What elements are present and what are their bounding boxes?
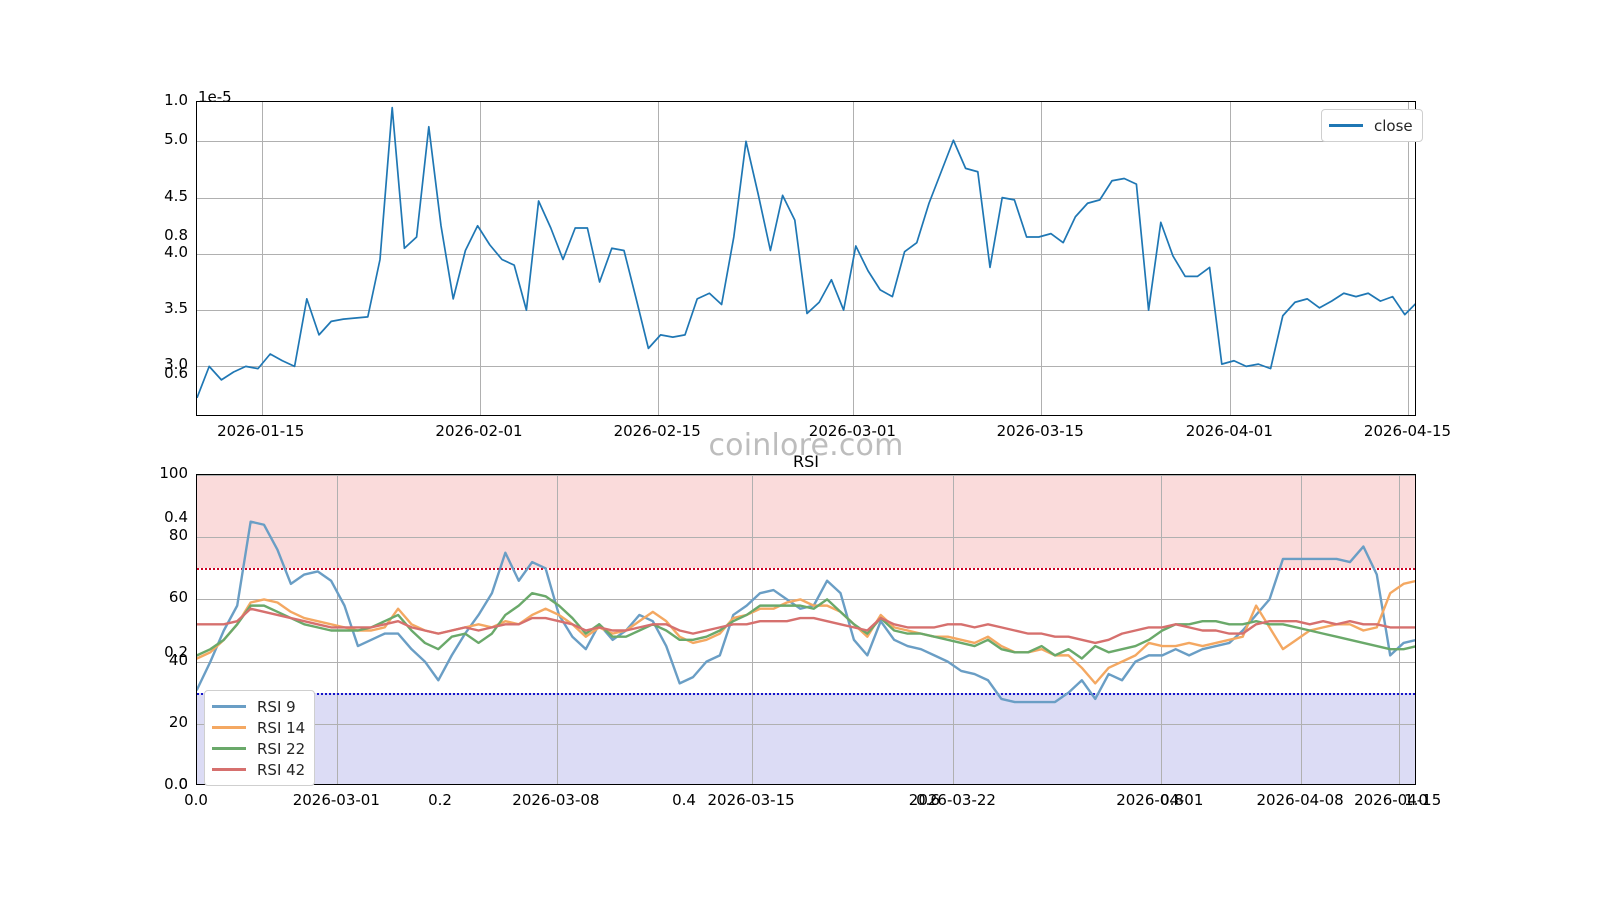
- legend-item: RSI 42: [212, 759, 305, 780]
- price-x-tick: 2026-03-15: [996, 422, 1084, 440]
- legend-color-swatch: [212, 768, 246, 771]
- gridline: [197, 253, 1415, 255]
- gridline: [261, 102, 263, 415]
- price-x-tick: 2026-04-01: [1185, 422, 1273, 440]
- gridline: [197, 366, 1415, 368]
- legend-item: RSI 14: [212, 717, 305, 738]
- rsi-x-tick-secondary: 1.0: [1404, 791, 1428, 809]
- price-y-tick: 4.0: [164, 242, 188, 261]
- gridline: [556, 475, 558, 784]
- legend-label: RSI 14: [257, 718, 306, 737]
- price-y-tick-secondary: 0.6: [164, 364, 188, 382]
- rsi-x-tick: 2026-03-01: [292, 791, 380, 809]
- gridline: [1041, 102, 1043, 415]
- watermark-coinlore: coinlore.com: [708, 428, 904, 463]
- legend-color-swatch: [1329, 124, 1363, 127]
- rsi-x-tick: 2026-03-15: [707, 791, 795, 809]
- legend-item: RSI 22: [212, 738, 305, 759]
- rsi-plot-area: [196, 474, 1416, 785]
- price-y-tick: 3.0: [164, 355, 188, 374]
- gridline: [752, 475, 754, 784]
- legend-item: close: [1329, 115, 1413, 136]
- rsi-y-tick-secondary: 0.2: [164, 643, 188, 661]
- legend-label: RSI 9: [257, 697, 296, 716]
- rsi-y-tick: 100: [159, 464, 188, 482]
- gridline: [953, 475, 955, 784]
- rsi-y-tick: 60: [168, 588, 188, 607]
- price-legend: close: [1321, 109, 1423, 142]
- price-plot-area: [196, 101, 1416, 416]
- price-x-tick: 2026-01-15: [217, 422, 305, 440]
- gridline: [480, 102, 482, 415]
- rsi-y-tick-secondary: 0.0: [164, 775, 188, 793]
- price-y-tick: 5.0: [164, 130, 188, 149]
- gridline: [197, 661, 1415, 663]
- rsi-x-tick: 2026-03-08: [512, 791, 600, 809]
- rsi-y-tick: 80: [168, 526, 188, 545]
- rsi-panel-title: RSI: [793, 452, 819, 471]
- gridline: [1160, 475, 1162, 784]
- rsi-line-rsi-9: [197, 520, 1415, 704]
- legend-item: RSI 9: [212, 696, 305, 717]
- close-price-line: [197, 106, 1415, 399]
- price-y-tick: 4.5: [164, 186, 188, 205]
- rsi-x-tick: 2026-03-22: [908, 791, 996, 809]
- gridline: [197, 197, 1415, 199]
- gridline: [658, 102, 660, 415]
- rsi-line-rsi-14: [197, 579, 1415, 685]
- gridline: [1408, 102, 1410, 415]
- rsi-x-tick-secondary: 0.6: [916, 791, 940, 809]
- oversold-band: [197, 692, 1415, 784]
- gridline: [197, 141, 1415, 143]
- rsi-y-tick: 0: [178, 775, 188, 793]
- rsi-x-tick: 2026-04-15: [1354, 791, 1442, 809]
- legend-label: close: [1374, 116, 1413, 135]
- rsi-y-tick-secondary: 0.4: [164, 508, 188, 526]
- rsi-x-tick: 2026-04-08: [1256, 791, 1344, 809]
- legend-color-swatch: [212, 726, 246, 729]
- rsi-line-rsi-22: [197, 591, 1415, 660]
- price-y-tick-secondary: 0.8: [164, 226, 188, 244]
- price-x-tick: 2026-02-01: [435, 422, 523, 440]
- price-x-tick: 2026-03-01: [808, 422, 896, 440]
- rsi-legend: RSI 9 RSI 14 RSI 22 RSI 42: [204, 690, 316, 786]
- legend-label: RSI 42: [257, 760, 306, 779]
- gridline: [197, 537, 1415, 539]
- rsi-x-tick-secondary: 0.0: [184, 791, 208, 809]
- overbought-band: [197, 475, 1415, 569]
- gridline: [1230, 102, 1232, 415]
- oversold-threshold-line: [197, 692, 1415, 695]
- rsi-line-series: [197, 520, 1415, 704]
- rsi-x-tick-secondary: 0.4: [672, 791, 696, 809]
- gridline: [197, 475, 1415, 476]
- price-y-tick: 3.5: [164, 299, 188, 318]
- gridline: [197, 599, 1415, 601]
- rsi-x-tick-secondary: 0.8: [1160, 791, 1184, 809]
- legend-color-swatch: [212, 705, 246, 708]
- overbought-threshold-line: [197, 568, 1415, 571]
- price-x-tick: 2026-02-15: [613, 422, 701, 440]
- rsi-x-tick-secondary: 0.2: [428, 791, 452, 809]
- rsi-y-tick: 20: [168, 712, 188, 731]
- legend-color-swatch: [212, 747, 246, 750]
- price-x-tick: 2026-04-15: [1363, 422, 1452, 440]
- legend-label: RSI 22: [257, 739, 306, 758]
- gridline: [197, 723, 1415, 725]
- rsi-x-tick: 2026-04-01: [1116, 791, 1204, 809]
- rsi-y-tick: 40: [168, 650, 188, 669]
- price-line-series: [197, 106, 1415, 399]
- gridline: [1398, 475, 1400, 784]
- rsi-line-rsi-42: [197, 607, 1415, 645]
- price-y-tick-secondary: 1.0: [164, 91, 188, 109]
